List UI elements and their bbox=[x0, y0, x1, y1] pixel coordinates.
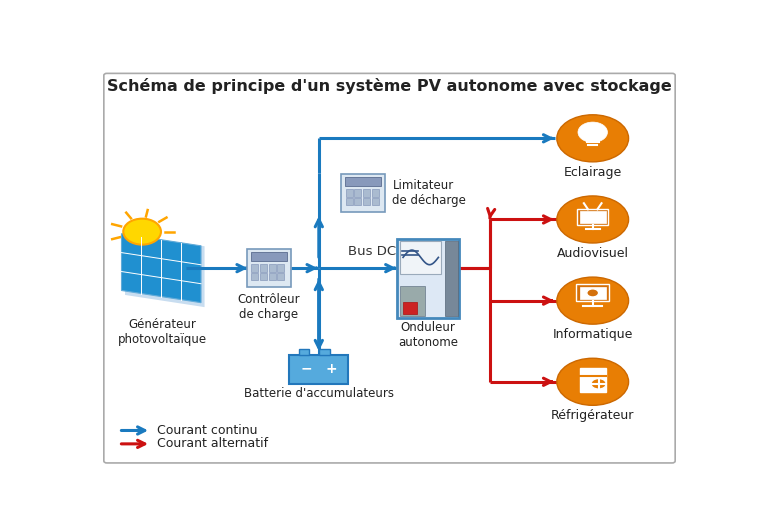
FancyBboxPatch shape bbox=[363, 198, 370, 205]
FancyBboxPatch shape bbox=[372, 198, 378, 205]
Text: Batterie d'accumulateurs: Batterie d'accumulateurs bbox=[244, 387, 394, 401]
Text: Eclairage: Eclairage bbox=[564, 166, 622, 179]
FancyBboxPatch shape bbox=[346, 198, 353, 205]
FancyBboxPatch shape bbox=[277, 273, 284, 280]
FancyBboxPatch shape bbox=[372, 189, 378, 197]
Text: Limitateur
de décharge: Limitateur de décharge bbox=[392, 179, 467, 207]
FancyBboxPatch shape bbox=[104, 73, 675, 463]
Text: Informatique: Informatique bbox=[553, 328, 633, 341]
FancyBboxPatch shape bbox=[345, 177, 381, 186]
FancyBboxPatch shape bbox=[580, 287, 606, 299]
FancyBboxPatch shape bbox=[445, 241, 458, 316]
Ellipse shape bbox=[557, 115, 629, 162]
Text: +: + bbox=[326, 362, 337, 376]
Text: −: − bbox=[300, 362, 312, 376]
FancyBboxPatch shape bbox=[354, 198, 361, 205]
FancyBboxPatch shape bbox=[269, 265, 276, 271]
FancyBboxPatch shape bbox=[299, 348, 309, 355]
FancyBboxPatch shape bbox=[260, 265, 267, 271]
FancyBboxPatch shape bbox=[290, 355, 348, 384]
FancyBboxPatch shape bbox=[346, 189, 353, 197]
Circle shape bbox=[123, 219, 161, 245]
FancyBboxPatch shape bbox=[252, 273, 258, 280]
FancyBboxPatch shape bbox=[269, 273, 276, 280]
FancyBboxPatch shape bbox=[403, 302, 417, 314]
Text: Contrôleur
de charge: Contrôleur de charge bbox=[237, 292, 300, 320]
FancyBboxPatch shape bbox=[580, 211, 606, 223]
FancyBboxPatch shape bbox=[401, 241, 441, 274]
Circle shape bbox=[578, 122, 607, 142]
FancyBboxPatch shape bbox=[363, 189, 370, 197]
FancyBboxPatch shape bbox=[578, 209, 608, 225]
Text: Onduleur
autonome: Onduleur autonome bbox=[397, 321, 458, 349]
FancyBboxPatch shape bbox=[401, 286, 425, 316]
FancyBboxPatch shape bbox=[252, 265, 258, 271]
FancyBboxPatch shape bbox=[576, 285, 610, 300]
Text: Courant alternatif: Courant alternatif bbox=[157, 437, 268, 451]
FancyBboxPatch shape bbox=[397, 239, 459, 318]
FancyBboxPatch shape bbox=[341, 174, 385, 212]
Text: Courant continu: Courant continu bbox=[157, 424, 258, 437]
FancyBboxPatch shape bbox=[354, 189, 361, 197]
FancyBboxPatch shape bbox=[247, 249, 291, 287]
Circle shape bbox=[587, 289, 599, 297]
Text: Bus DC: Bus DC bbox=[348, 245, 396, 258]
FancyBboxPatch shape bbox=[319, 348, 330, 355]
Polygon shape bbox=[125, 234, 204, 307]
Text: Générateur
photovoltaïque: Générateur photovoltaïque bbox=[118, 318, 207, 346]
FancyBboxPatch shape bbox=[251, 252, 287, 261]
Ellipse shape bbox=[557, 358, 629, 405]
FancyBboxPatch shape bbox=[260, 273, 267, 280]
Circle shape bbox=[591, 378, 606, 389]
Ellipse shape bbox=[557, 277, 629, 324]
FancyBboxPatch shape bbox=[277, 265, 284, 271]
Text: Réfrigérateur: Réfrigérateur bbox=[551, 409, 635, 422]
Ellipse shape bbox=[557, 196, 629, 243]
Text: Audiovisuel: Audiovisuel bbox=[557, 247, 629, 260]
FancyBboxPatch shape bbox=[580, 368, 606, 392]
Polygon shape bbox=[122, 233, 201, 302]
Text: Schéma de principe d'un système PV autonome avec stockage: Schéma de principe d'un système PV auton… bbox=[107, 77, 672, 94]
